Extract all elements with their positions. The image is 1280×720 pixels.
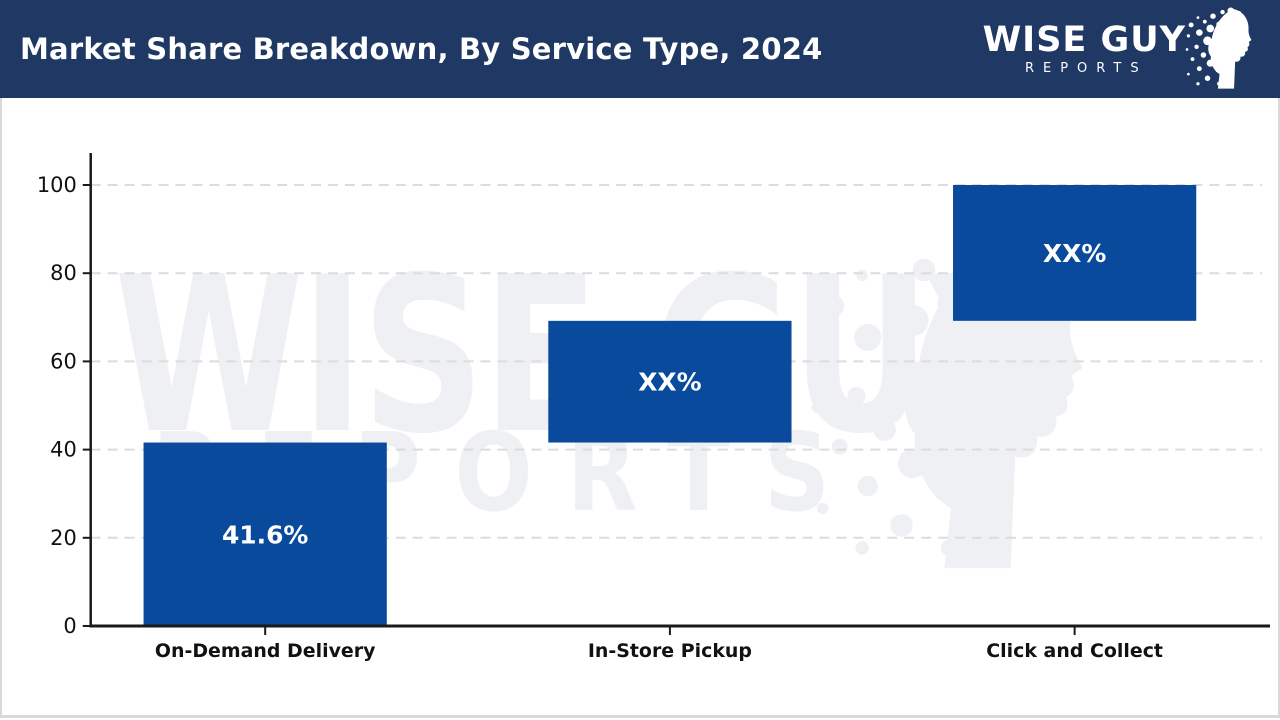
logo-text: WISE GUY REPORTS <box>982 19 1186 76</box>
head-profile-logo-icon <box>1172 5 1254 93</box>
x-category-label: On-Demand Delivery <box>155 640 376 662</box>
waterfall-bar-chart: 41.6% XX% XX% 0 20 40 60 80 100 On-Demand Deliver… <box>37 153 1271 662</box>
y-tick-label: 0 <box>63 614 76 638</box>
bar-value-label: XX% <box>638 368 701 397</box>
bar-click-and-collect <box>953 185 1197 321</box>
y-tick-label: 60 <box>50 349 77 373</box>
y-tick-label: 100 <box>37 173 77 197</box>
chart-title: Market Share Breakdown, By Service Type,… <box>20 32 823 66</box>
watermark-head-profile-icon <box>754 225 1094 585</box>
logo-wordmark: WISE GUY <box>982 19 1186 60</box>
header-bar: Market Share Breakdown, By Service Type,… <box>0 0 1280 98</box>
head-profile-icon <box>1185 7 1252 89</box>
y-tick-label: 80 <box>50 261 77 285</box>
bar-value-label: XX% <box>1043 239 1106 268</box>
y-tick-label: 40 <box>50 438 77 462</box>
y-tick-label: 20 <box>50 526 77 550</box>
x-category-label: In-Store Pickup <box>588 640 752 662</box>
logo-subtitle: REPORTS <box>1024 60 1148 76</box>
bar-value-label: 41.6% <box>222 520 308 549</box>
wise-guy-reports-logo: WISE GUY REPORTS <box>983 5 1254 93</box>
head-profile-icon <box>811 234 1083 569</box>
x-category-label: Click and Collect <box>986 640 1163 662</box>
bar-in-store-pickup <box>548 320 792 443</box>
bar-on-demand-delivery <box>143 442 387 626</box>
chart-area: WISE GUY REPORTS 41.6% XX% XX% 0 20 40 60 80 100… <box>0 98 1280 718</box>
